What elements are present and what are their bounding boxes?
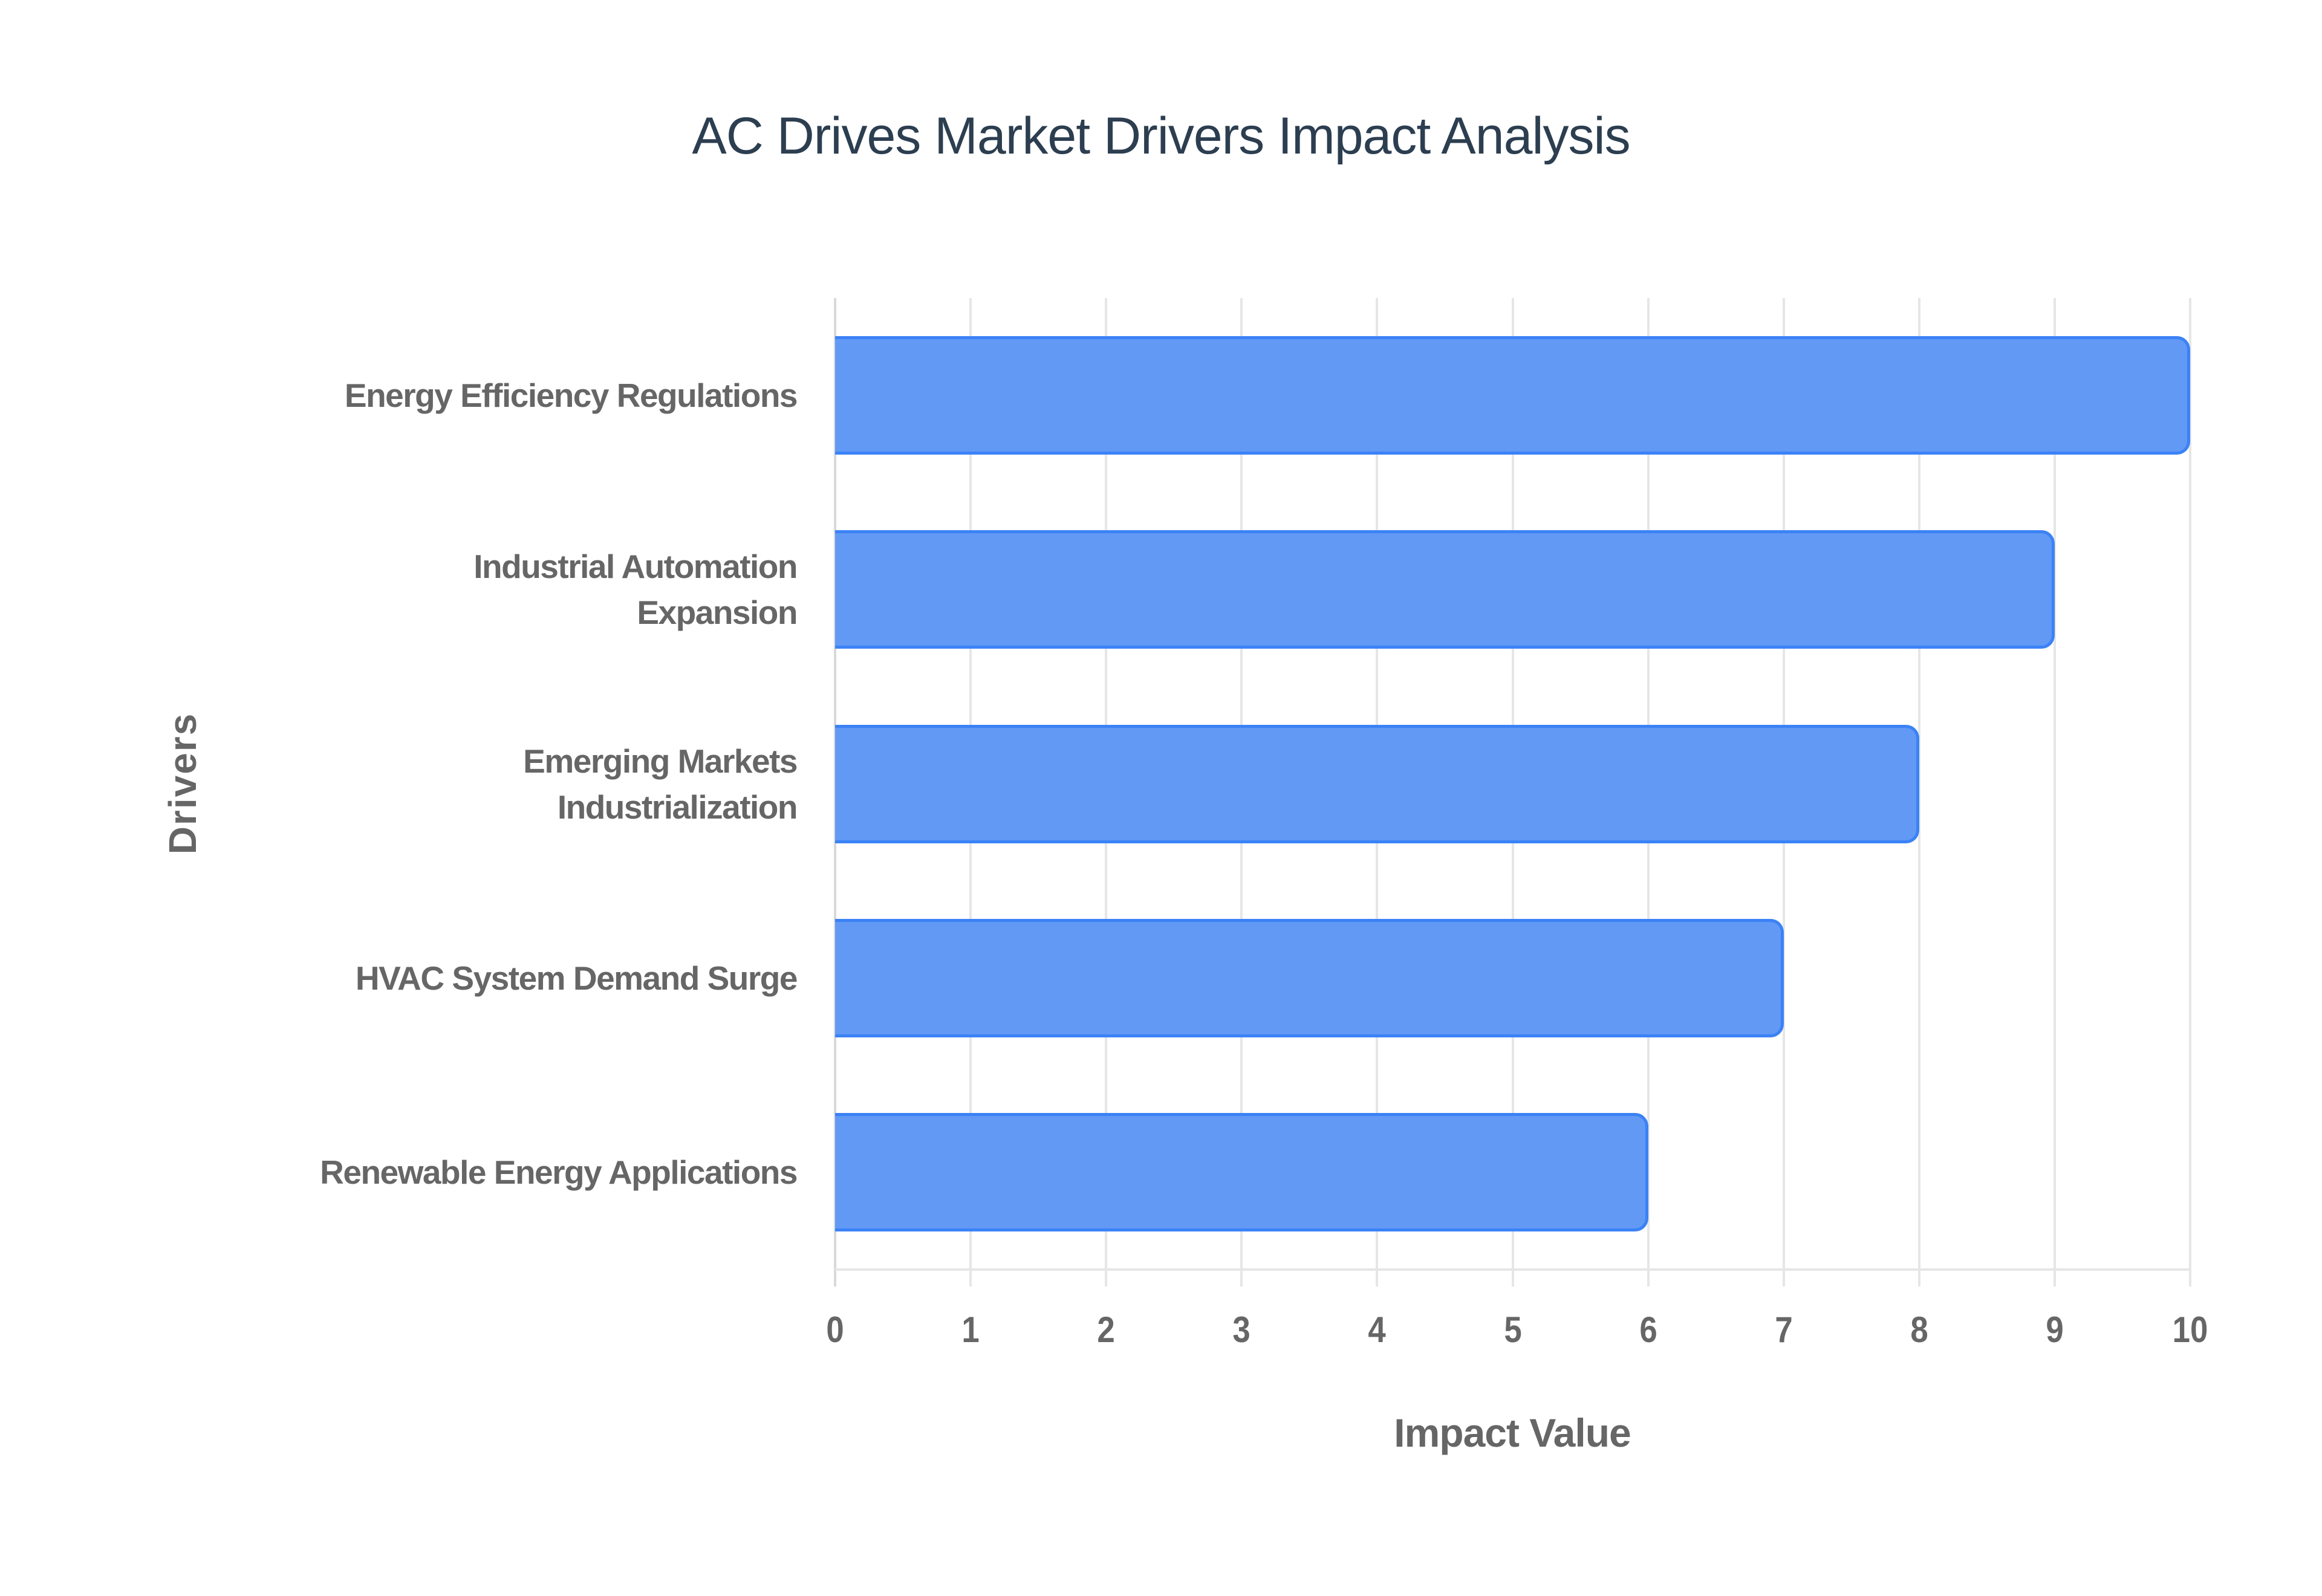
x-tick-label: 0 — [826, 1309, 844, 1350]
x-tick-label: 2 — [1097, 1309, 1115, 1350]
category-label-line: Energy Efficiency Regulations — [344, 376, 798, 414]
category-label-line: Industrialization — [557, 788, 798, 826]
category-label-line: Emerging Markets — [523, 742, 798, 780]
x-tick-label: 5 — [1503, 1309, 1522, 1350]
x-tick-label: 6 — [1639, 1309, 1657, 1350]
category-label: Industrial Automation Expansion — [132, 543, 798, 635]
category-label: Renewable Energy Applications — [132, 1149, 798, 1195]
x-tick-label: 10 — [2172, 1309, 2208, 1350]
x-tick-label: 4 — [1368, 1309, 1387, 1350]
x-tick-label: 9 — [2046, 1309, 2064, 1350]
gridline — [2189, 298, 2191, 1286]
category-label: HVAC System Demand Surge — [132, 955, 798, 1001]
bar[interactable] — [835, 530, 2055, 649]
bar[interactable] — [835, 336, 2190, 455]
x-tick-label: 7 — [1775, 1309, 1793, 1350]
x-tick-label: 8 — [1910, 1309, 1928, 1350]
category-label-line: Industrial Automation — [473, 548, 798, 586]
bar[interactable] — [835, 724, 1919, 843]
category-label-line: Expansion — [637, 594, 798, 632]
chart-title: AC Drives Market Drivers Impact Analysis — [692, 107, 1630, 165]
gridline — [2053, 298, 2056, 1286]
category-label: Emerging Markets Industrialization — [132, 738, 798, 830]
bar[interactable] — [835, 918, 1784, 1037]
category-label-line: Renewable Energy Applications — [320, 1153, 798, 1192]
bar[interactable] — [835, 1113, 1648, 1232]
x-axis-title: Impact Value — [1394, 1410, 1631, 1455]
x-tick-label: 1 — [961, 1309, 980, 1350]
x-axis-baseline — [835, 1268, 2190, 1271]
category-label-line: HVAC System Demand Surge — [355, 959, 798, 997]
plot-area — [834, 298, 2191, 1286]
category-label: Energy Efficiency Regulations — [132, 372, 798, 418]
x-tick-label: 3 — [1232, 1309, 1250, 1350]
gridline — [1917, 298, 1920, 1286]
